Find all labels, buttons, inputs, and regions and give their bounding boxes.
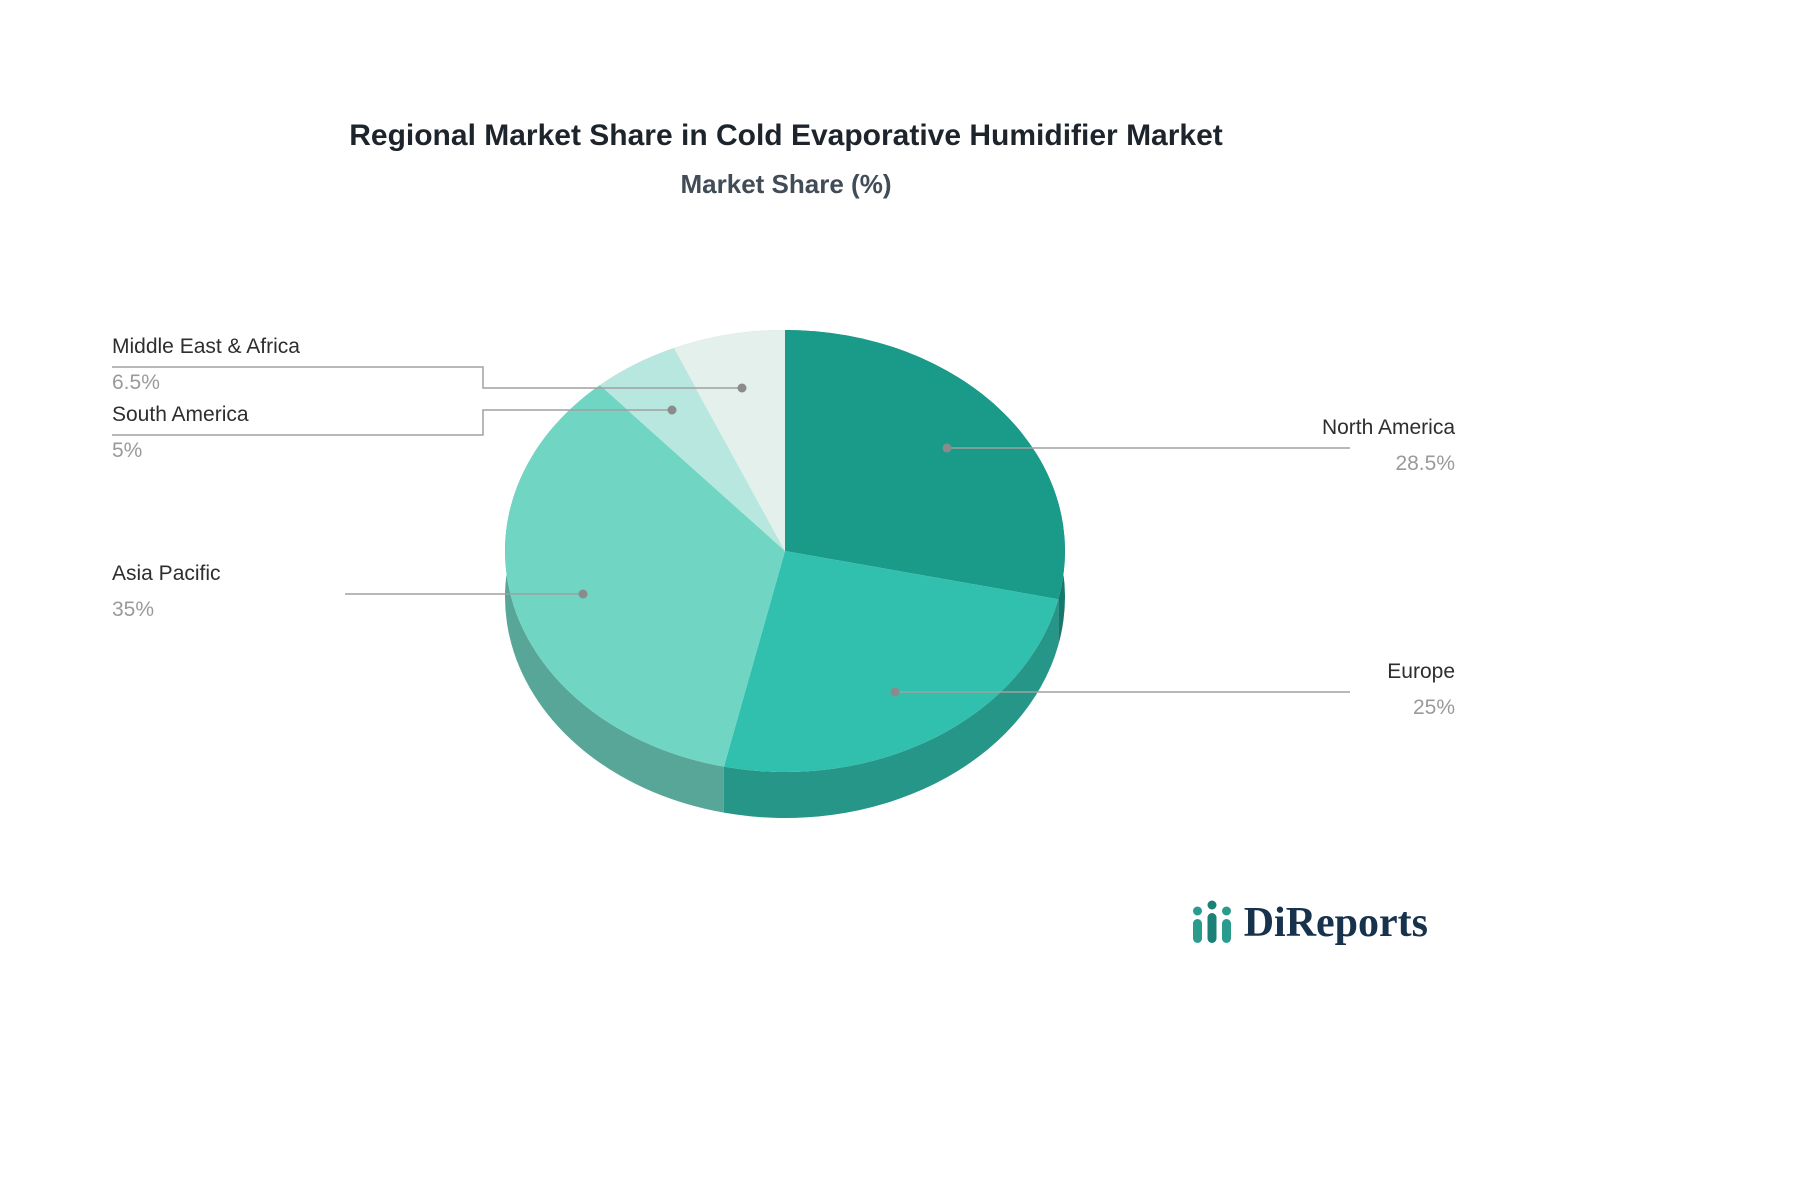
callout-dot-3 bbox=[667, 405, 677, 415]
slice-label-middle-east-africa: Middle East & Africa bbox=[112, 335, 300, 358]
pie-slice-0[interactable] bbox=[785, 330, 1066, 600]
slice-label-north-america: North America bbox=[1321, 416, 1455, 439]
callout-north-america: North America 28.5% bbox=[1322, 416, 1455, 475]
bar-chart-icon bbox=[1192, 900, 1231, 943]
slice-label-south-america: South America bbox=[112, 403, 249, 426]
slice-value-europe: 25% bbox=[1412, 696, 1455, 719]
slice-label-europe: Europe bbox=[1387, 660, 1455, 683]
callout-south-america: South America 5% bbox=[112, 403, 249, 462]
callout-dot-4 bbox=[737, 383, 747, 393]
chart-subtitle: Market Share (%) bbox=[680, 169, 892, 199]
logo-text: DiReports bbox=[1243, 900, 1428, 946]
callout-middle-east-africa: Middle East & Africa 6.5% bbox=[112, 335, 300, 394]
slice-value-middle-east-africa: 6.5% bbox=[112, 371, 160, 394]
pie-slice-side-1 bbox=[723, 599, 1059, 819]
slice-value-south-america: 5% bbox=[112, 439, 143, 462]
slice-label-asia-pacific: Asia Pacific bbox=[112, 562, 221, 585]
callout-dot-1 bbox=[890, 687, 900, 697]
callout-line-4 bbox=[112, 366, 742, 389]
callout-asia-pacific: Asia Pacific 35% bbox=[112, 562, 221, 621]
slice-value-north-america: 28.5% bbox=[1395, 452, 1455, 475]
direports-logo: DiReports bbox=[1188, 899, 1428, 947]
callout-europe: Europe 25% bbox=[1387, 660, 1455, 719]
callout-line-3 bbox=[112, 409, 672, 436]
pie-slice-4[interactable] bbox=[673, 330, 785, 551]
chart-title: Regional Market Share in Cold Evaporativ… bbox=[349, 119, 1223, 152]
callout-dot-2 bbox=[578, 589, 588, 599]
pie-slice-1[interactable] bbox=[723, 551, 1059, 773]
pie-slice-3[interactable] bbox=[599, 348, 785, 551]
pie-slice-side-2 bbox=[505, 385, 724, 813]
callout-dot-0 bbox=[942, 443, 952, 453]
pie-slice-2[interactable] bbox=[505, 385, 785, 767]
slice-value-asia-pacific: 35% bbox=[112, 598, 155, 621]
